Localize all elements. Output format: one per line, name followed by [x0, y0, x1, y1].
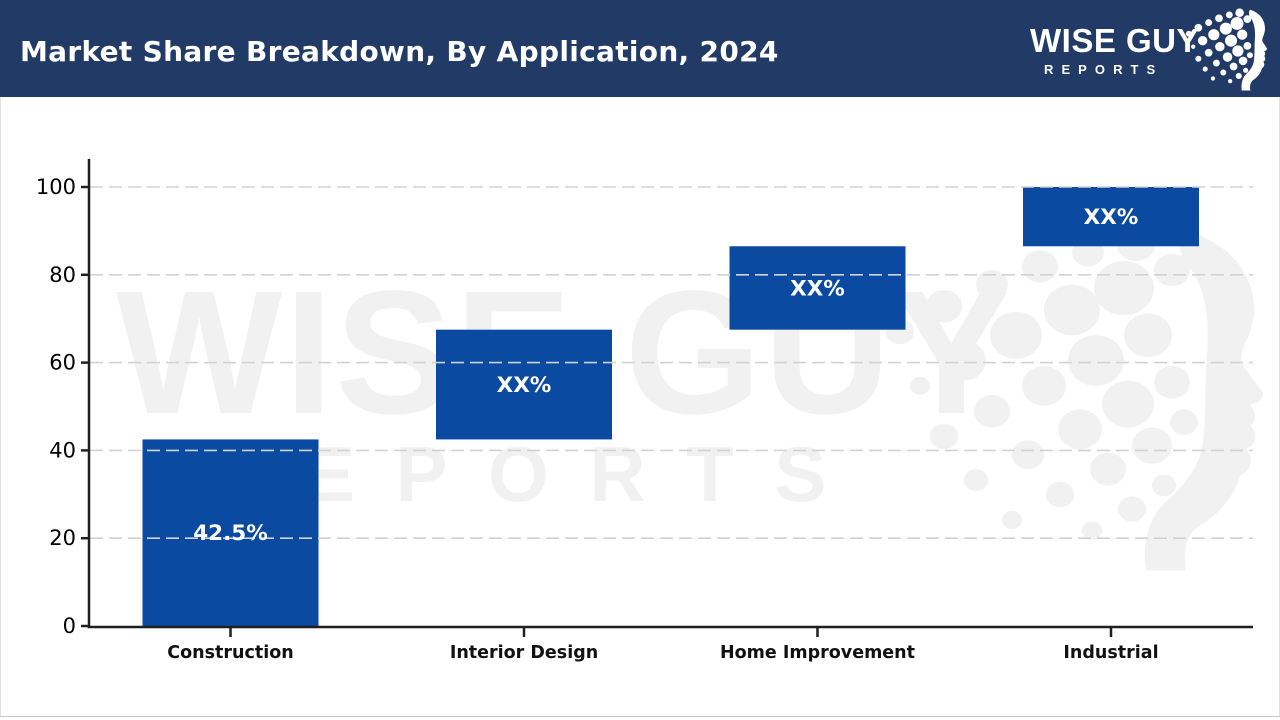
logo-wordmark: WISE GUY	[1030, 22, 1200, 59]
bottom-divider	[0, 716, 1280, 717]
logo-subtitle: REPORTS	[1044, 62, 1164, 77]
watermark-subtitle: REPORTS	[206, 430, 867, 518]
header-banner: Market Share Breakdown, By Application, …	[0, 0, 1280, 97]
chart-title: Market Share Breakdown, By Application, …	[20, 35, 779, 68]
chart-region: WISE GUY REPORTS	[0, 97, 1280, 720]
wise-guy-reports-logo: WISE GUY REPORTS	[1028, 8, 1268, 92]
logo-head-icon	[1185, 8, 1267, 91]
watermark-head-icon	[886, 224, 1264, 571]
left-divider	[0, 97, 1, 717]
